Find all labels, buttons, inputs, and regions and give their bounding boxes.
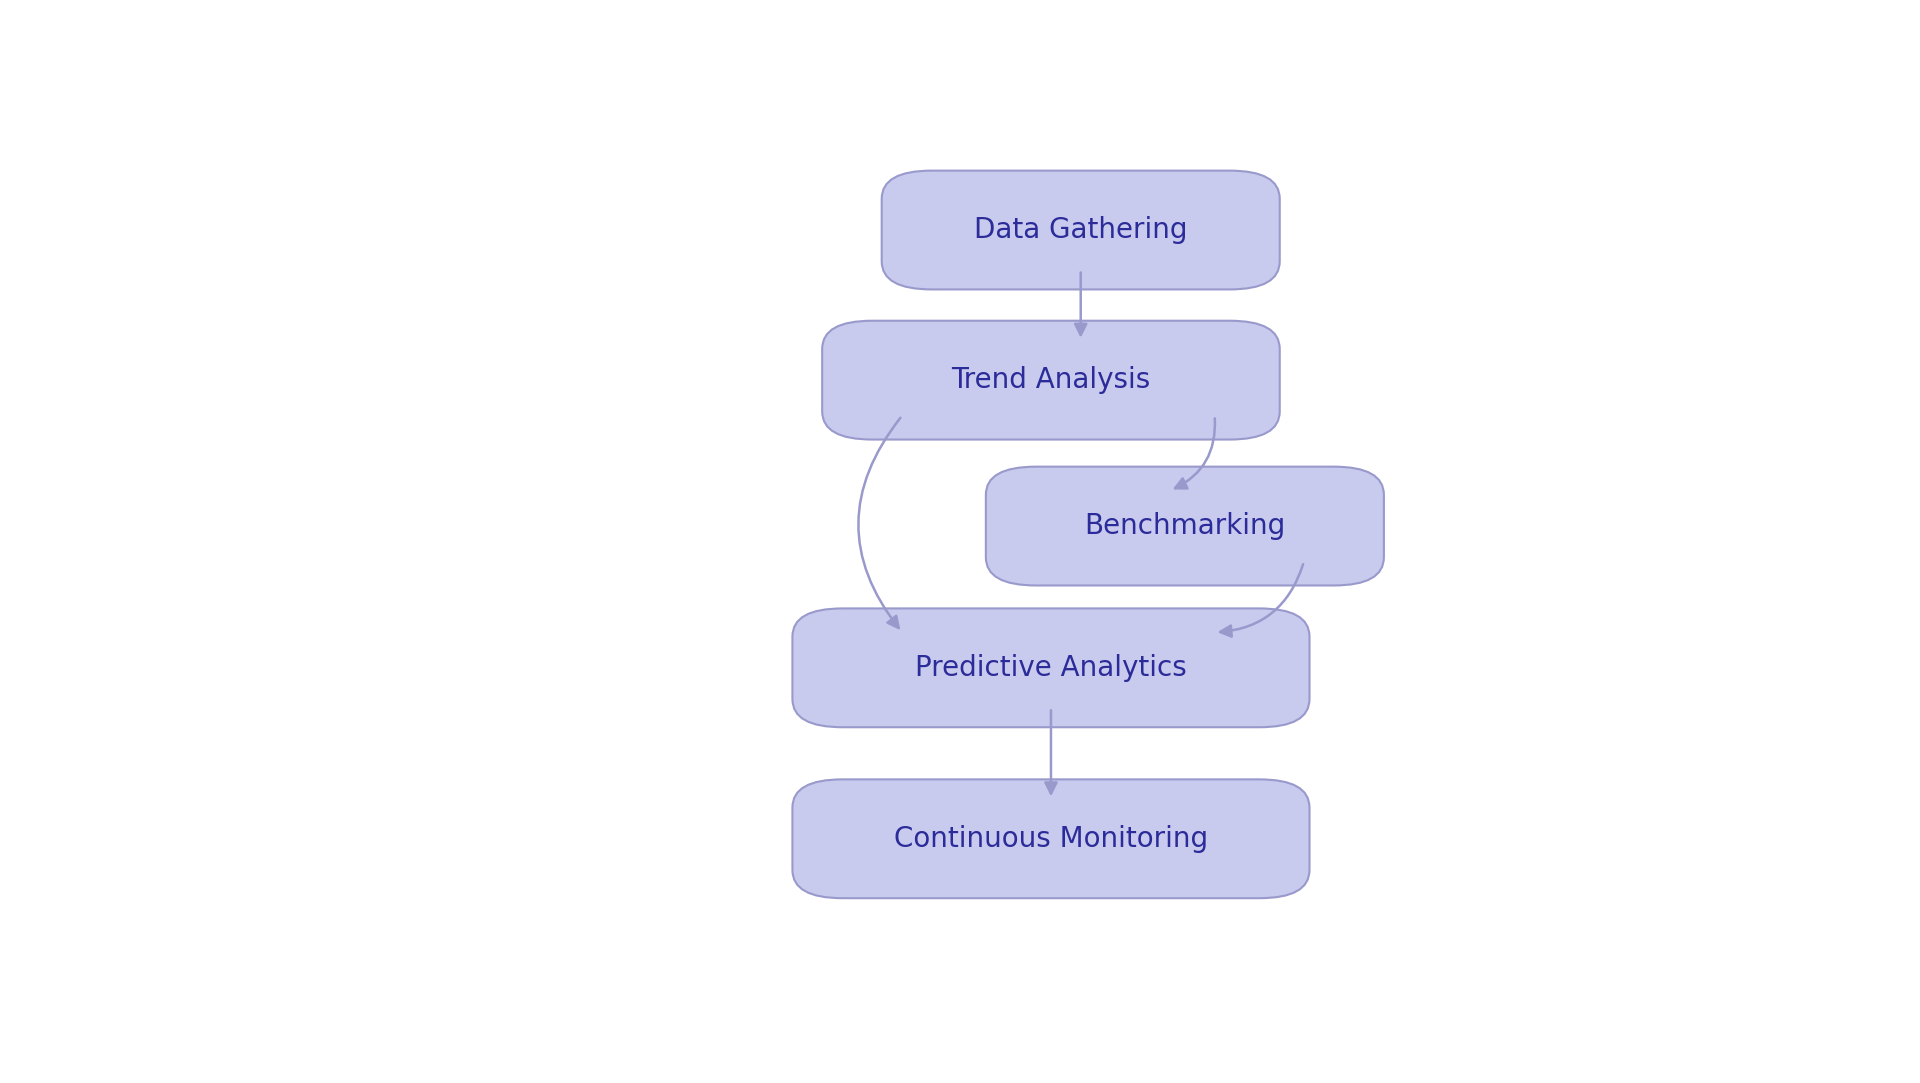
FancyBboxPatch shape — [985, 467, 1384, 586]
FancyBboxPatch shape — [793, 609, 1309, 728]
Text: Trend Analysis: Trend Analysis — [950, 366, 1150, 394]
Text: Continuous Monitoring: Continuous Monitoring — [895, 825, 1208, 852]
Text: Predictive Analytics: Predictive Analytics — [916, 654, 1187, 682]
Text: Benchmarking: Benchmarking — [1085, 512, 1286, 540]
FancyBboxPatch shape — [793, 780, 1309, 898]
FancyBboxPatch shape — [822, 321, 1281, 440]
Text: Data Gathering: Data Gathering — [973, 216, 1187, 244]
FancyBboxPatch shape — [881, 171, 1281, 289]
